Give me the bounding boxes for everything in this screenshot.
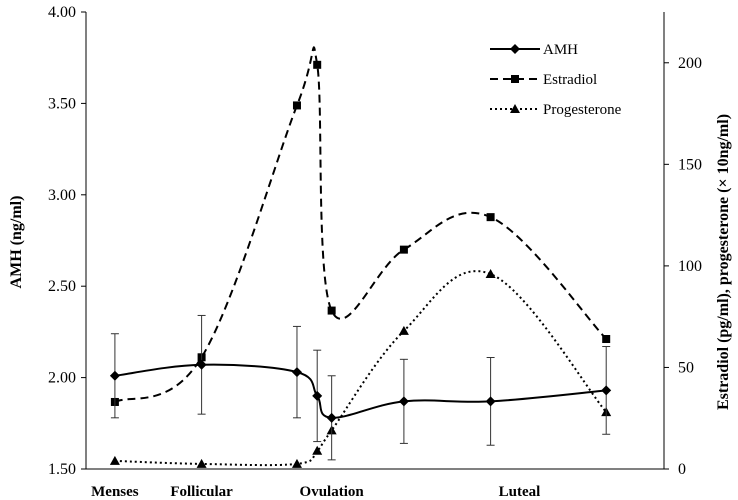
progesterone-line	[114, 270, 607, 467]
left-tick-label: 3.00	[48, 187, 76, 204]
amh-point	[601, 385, 612, 396]
left-tick-label: 1.50	[48, 461, 76, 478]
progesterone-point	[196, 458, 207, 468]
right-tick-label: 50	[678, 359, 694, 376]
progesterone-point	[485, 269, 496, 279]
progesterone-point	[312, 445, 323, 455]
amh-line	[114, 363, 607, 419]
phase-label-ovulation: Ovulation	[300, 484, 365, 500]
left-tick-label: 2.50	[48, 278, 76, 295]
right-tick-label: 0	[678, 461, 686, 478]
estradiol-point	[327, 306, 336, 315]
amh-point	[291, 367, 302, 378]
series-layer	[109, 46, 612, 468]
series-progesterone	[109, 269, 612, 468]
left-tick-label: 2.00	[48, 370, 76, 387]
phase-label-luteal: Luteal	[499, 484, 541, 500]
x-axis-phase-labels: Menses Follicular Ovulation Luteal	[91, 484, 540, 500]
legend-marker-estradiol	[511, 75, 519, 83]
estradiol-point	[602, 335, 611, 344]
estradiol-point	[292, 101, 301, 110]
plot-frame	[85, 12, 665, 470]
estradiol-point	[313, 60, 322, 69]
estradiol-point	[486, 213, 495, 222]
right-axis: 0 50 100 150 200	[664, 55, 702, 478]
progesterone-point	[109, 455, 120, 465]
legend: AMH Estradiol Progesterone	[490, 42, 622, 118]
right-tick-label: 100	[678, 258, 702, 275]
legend-marker-amh	[510, 44, 520, 54]
amh-point	[398, 396, 409, 407]
amh-point	[485, 396, 496, 407]
amh-point	[196, 359, 207, 370]
legend-label-progesterone: Progesterone	[543, 102, 622, 118]
amh-point	[312, 390, 323, 401]
right-axis-title: Estradiol (pg/ml), progesterone (× 10ng/…	[715, 114, 732, 410]
phase-label-follicular: Follicular	[170, 484, 233, 500]
left-tick-label: 3.50	[48, 95, 76, 112]
amh-point	[109, 370, 120, 381]
estradiol-point	[399, 245, 408, 254]
left-axis-title: AMH (ng/ml)	[8, 196, 25, 289]
progesterone-point	[398, 325, 409, 335]
legend-marker-progesterone	[510, 104, 520, 113]
series-amh	[109, 314, 612, 461]
right-tick-label: 150	[678, 156, 702, 173]
series-estradiol	[110, 46, 611, 406]
left-tick-label: 4.00	[48, 4, 76, 21]
amh-point	[326, 412, 337, 423]
right-tick-label: 200	[678, 55, 702, 72]
estradiol-line	[114, 46, 607, 403]
legend-label-estradiol: Estradiol	[543, 72, 597, 88]
left-axis: 1.50 2.00 2.50 3.00 3.50 4.00	[48, 4, 86, 478]
progesterone-point	[291, 458, 302, 468]
phase-label-menses: Menses	[91, 484, 139, 500]
legend-label-amh: AMH	[543, 42, 578, 58]
